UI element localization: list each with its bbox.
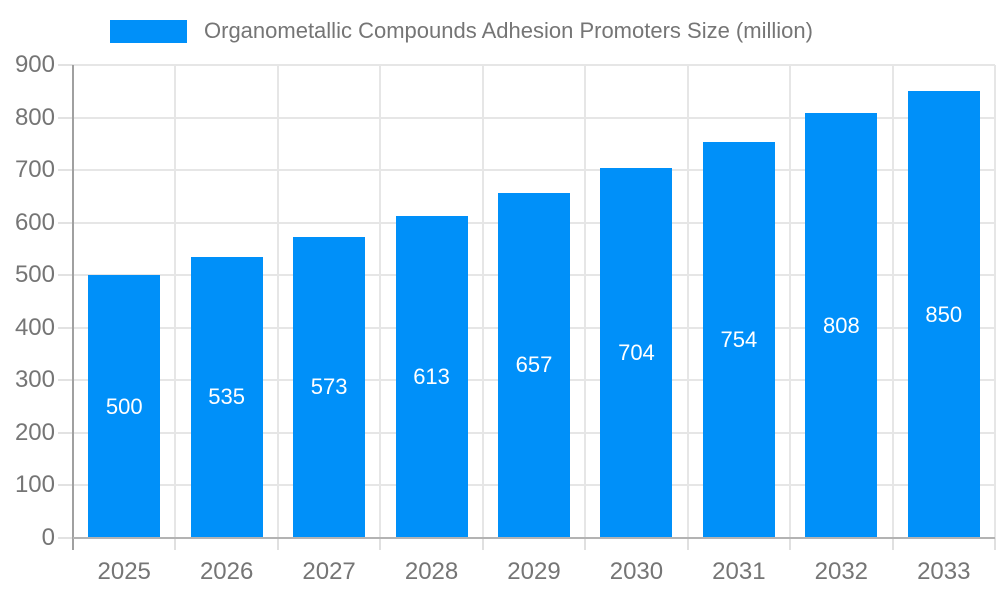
gridline-horizontal [73,169,995,172]
y-axis-label: 200 [14,418,55,446]
bar[interactable] [190,256,263,538]
gridline-vertical [276,65,279,538]
x-axis-tick [584,538,587,550]
legend-swatch [110,19,187,43]
gridline-vertical [994,65,996,538]
y-axis-tick [58,537,73,539]
y-axis-label: 800 [14,103,55,131]
bar[interactable] [805,113,878,538]
x-axis-tick [379,538,382,550]
x-axis-label: 2031 [712,558,766,585]
bar[interactable] [702,141,775,538]
y-axis-label: 500 [14,261,55,289]
y-axis-tick [58,64,73,66]
x-axis-label: 2029 [507,558,561,585]
bar[interactable] [88,275,161,538]
y-axis-tick [58,484,73,487]
y-axis-line [72,65,74,550]
y-axis-tick [58,326,73,329]
y-axis-label: 400 [14,313,55,341]
y-axis-tick [58,221,73,224]
gridline-vertical [481,65,484,538]
x-axis-tick [686,538,689,550]
y-axis-tick [58,274,73,277]
gridline-vertical [379,65,382,538]
y-axis-label: 700 [14,156,55,184]
gridline-vertical [584,65,587,538]
x-axis-label: 2033 [917,558,971,585]
x-axis-tick [994,538,996,550]
gridline-horizontal [73,116,995,119]
x-axis-tick [789,538,792,550]
y-axis-label: 300 [14,366,55,394]
y-axis-label: 600 [14,208,55,236]
y-axis-label: 900 [14,51,55,78]
x-axis-label: 2027 [302,558,356,585]
legend-item[interactable]: Organometallic Compounds Adhesion Promot… [110,16,813,46]
bar[interactable] [600,168,673,538]
x-axis-tick [891,538,894,550]
legend-label: Organometallic Compounds Adhesion Promot… [204,18,813,43]
bar[interactable] [293,236,366,538]
y-axis-label: 0 [41,524,55,551]
y-axis-tick [58,116,73,119]
gridline-horizontal [73,64,995,66]
bar[interactable] [395,215,468,538]
y-axis-tick [58,379,73,382]
gridline-vertical [891,65,894,538]
bar[interactable] [498,192,570,538]
x-axis-label: 2028 [404,558,459,585]
x-axis-tick [174,538,177,550]
bar[interactable] [907,91,980,538]
x-axis-label: 2032 [814,558,869,585]
x-axis-tick [276,538,279,550]
x-axis-line [73,537,995,539]
y-axis-tick [58,169,73,172]
y-axis-tick [58,431,73,434]
gridline-vertical [174,65,177,538]
y-axis-label: 100 [14,471,55,499]
x-axis-label: 2026 [199,558,254,585]
x-axis-label: 2025 [97,558,151,585]
x-axis-label: 2030 [609,558,664,585]
gridline-vertical [789,65,792,538]
gridline-vertical [686,65,689,538]
x-axis-tick [481,538,484,550]
